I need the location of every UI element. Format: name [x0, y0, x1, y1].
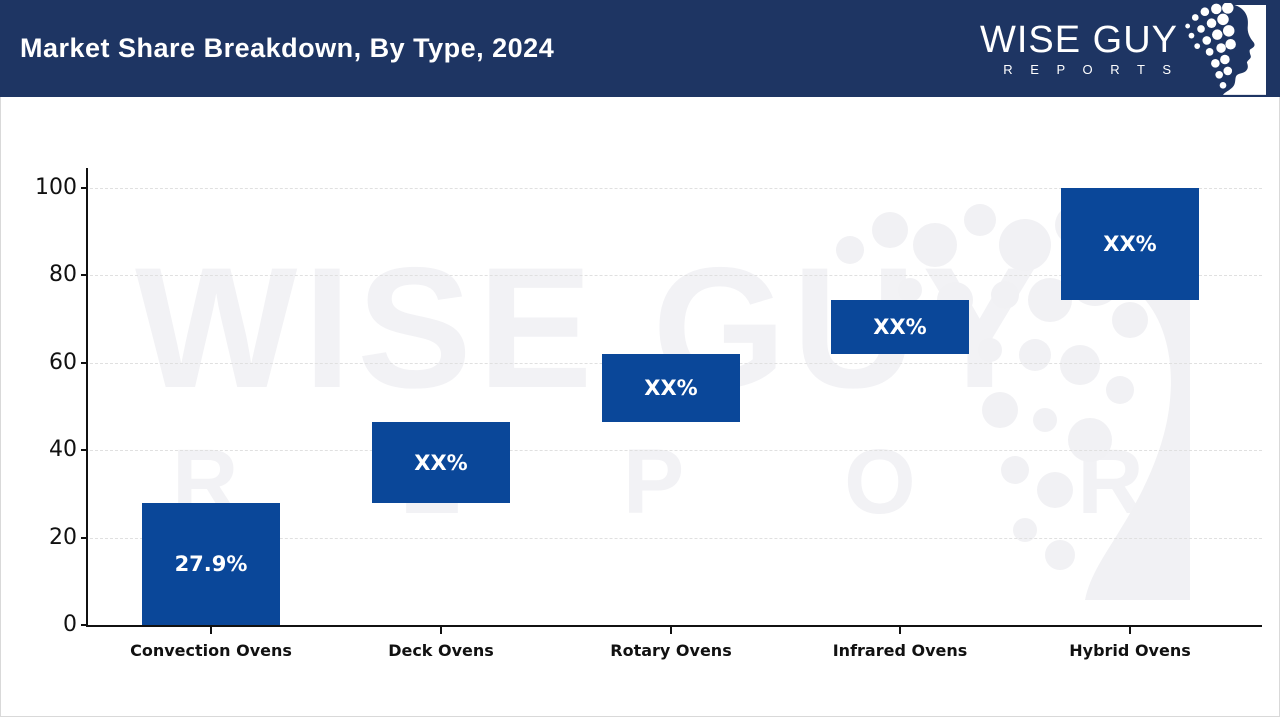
x-axis-category-label: Convection Ovens	[130, 641, 292, 660]
bar-value-label: XX%	[873, 314, 927, 339]
logo-head-icon	[1185, 2, 1266, 95]
x-axis-tick	[440, 627, 442, 634]
bar-value-label: XX%	[1103, 231, 1157, 256]
chart-title: Market Share Breakdown, By Type, 2024	[20, 33, 555, 63]
x-axis-category-label: Deck Ovens	[388, 641, 494, 660]
gridline	[90, 450, 1262, 451]
x-axis-category-label: Infrared Ovens	[832, 641, 968, 660]
x-axis-category-label: Hybrid Ovens	[1069, 641, 1191, 660]
y-axis-tick-label: 40	[49, 437, 77, 462]
y-axis-tick-label: 80	[49, 262, 77, 287]
bar-value-label: XX%	[414, 450, 468, 475]
bar-value-label: XX%	[644, 376, 698, 401]
y-axis-tick	[81, 449, 88, 451]
gridline	[90, 187, 1262, 189]
x-axis-tick	[210, 627, 212, 634]
bar: XX%	[602, 354, 740, 423]
bar: XX%	[372, 422, 510, 503]
y-axis-line	[86, 168, 88, 627]
y-axis-tick	[81, 186, 88, 189]
x-axis-tick	[1129, 627, 1131, 634]
y-axis-tick-label: 0	[63, 612, 77, 637]
header-bar: Market Share Breakdown, By Type, 2024 WI…	[0, 0, 1280, 97]
wise-guy-logo: WISE GUY R E P O R T S	[979, 2, 1280, 95]
y-axis-tick-label: 60	[49, 349, 77, 375]
gridline	[90, 275, 1262, 276]
y-axis-tick	[81, 536, 88, 539]
y-axis-tick	[81, 274, 88, 276]
gridline	[90, 537, 1262, 539]
y-axis-tick-label: 20	[49, 524, 77, 550]
y-axis-tick-label: 100	[35, 174, 77, 200]
logo-subtitle: R E P O R T S	[1003, 61, 1178, 77]
logo-wordmark: WISE GUY	[979, 18, 1178, 61]
bar: XX%	[1061, 187, 1199, 300]
x-axis-line	[86, 625, 1262, 627]
x-axis-tick	[899, 627, 901, 634]
y-axis-tick	[81, 361, 88, 364]
y-axis-tick	[81, 624, 88, 626]
bar: 27.9%	[142, 502, 280, 625]
bar: XX%	[831, 299, 969, 355]
x-axis-tick	[670, 627, 672, 634]
bar-value-label: 27.9%	[174, 551, 248, 576]
x-axis-category-label: Rotary Ovens	[610, 641, 732, 660]
